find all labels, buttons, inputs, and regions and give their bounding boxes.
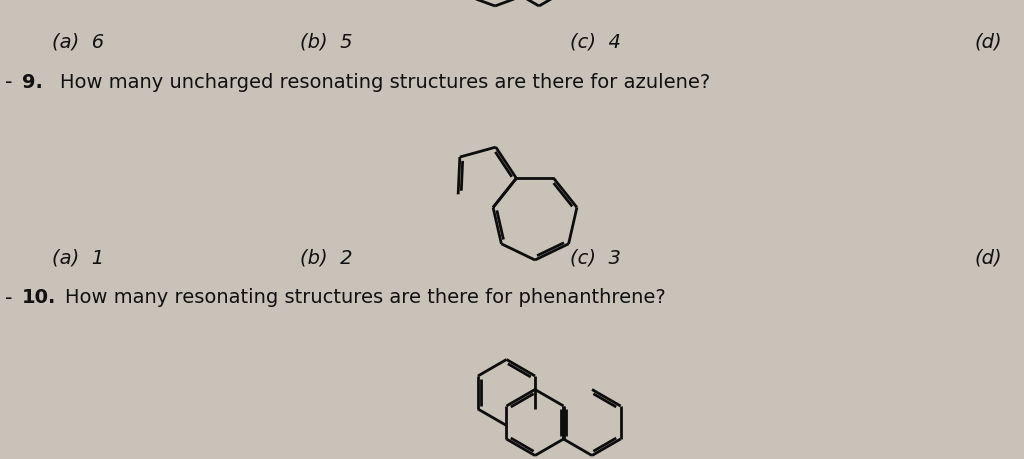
Text: 10.: 10. [22,288,56,307]
Text: -: - [5,287,12,308]
Text: (c)  3: (c) 3 [570,248,621,267]
Text: (d): (d) [975,248,1002,267]
Text: (d): (d) [975,33,1002,51]
Text: 9.: 9. [22,73,43,91]
Text: (c)  4: (c) 4 [570,33,621,51]
Text: (a)  6: (a) 6 [52,33,104,51]
Text: (b)  5: (b) 5 [300,33,352,51]
Text: -: - [5,72,12,92]
Text: How many uncharged resonating structures are there for azulene?: How many uncharged resonating structures… [60,73,711,91]
Text: (b)  2: (b) 2 [300,248,352,267]
Text: How many resonating structures are there for phenanthrene?: How many resonating structures are there… [65,288,666,307]
Text: (a)  1: (a) 1 [52,248,104,267]
